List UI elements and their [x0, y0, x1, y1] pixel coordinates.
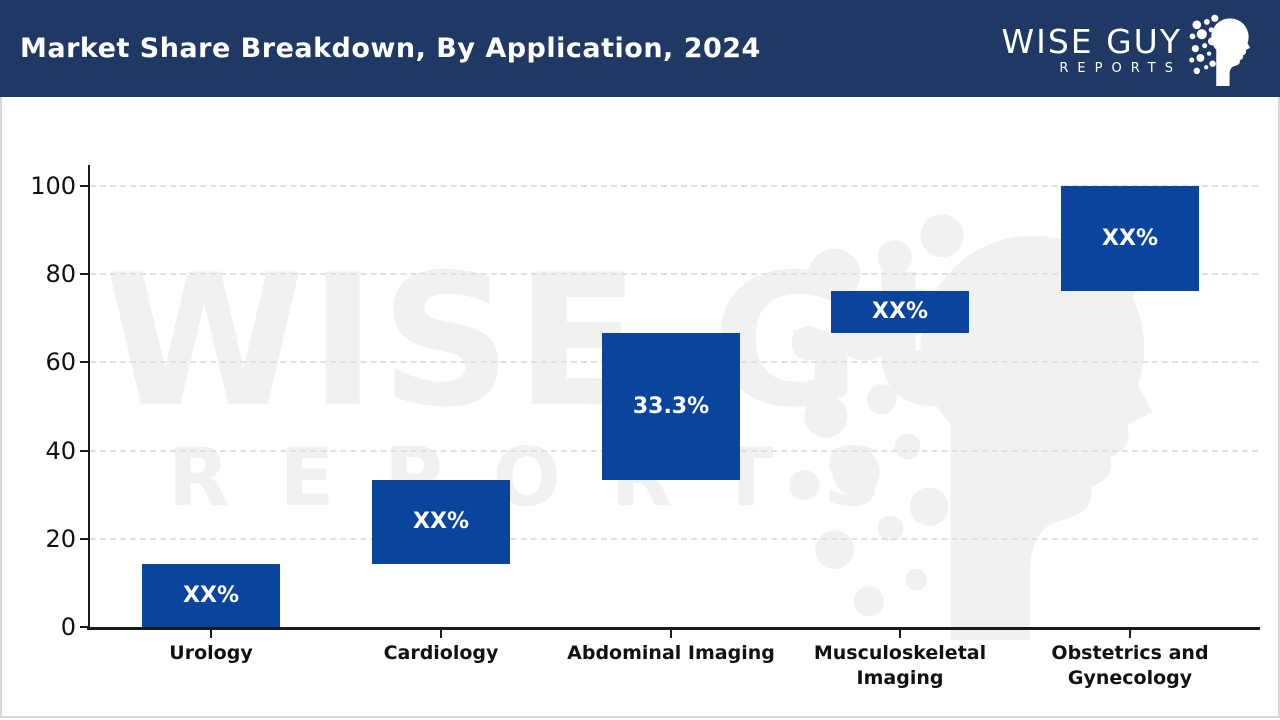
gridline-20 [90, 537, 1258, 540]
x-tick-mark [210, 630, 212, 638]
bar-abdominal-imaging: 33.3% [602, 333, 740, 481]
y-tick-label: 0 [60, 613, 76, 641]
y-tick-label: 80 [45, 260, 76, 289]
x-tick-label: Abdominal Imaging [567, 642, 775, 664]
y-tick-mark [80, 537, 88, 540]
y-tick-mark [80, 273, 88, 276]
logo-line1: WISE GUY [1001, 22, 1182, 61]
wiseguy-logo: WISE GUY REPORTS [1001, 10, 1258, 90]
y-tick-mark [80, 626, 88, 628]
y-tick-label: 40 [45, 436, 76, 465]
x-tick-label: Musculoskeletal Imaging [813, 642, 987, 689]
bar-obstetrics-and-gynecology: XX% [1061, 185, 1199, 291]
header-bar: Market Share Breakdown, By Application, … [0, 0, 1280, 97]
logo-line2: REPORTS [1059, 61, 1182, 76]
y-tick-label: 20 [45, 524, 76, 553]
bar-value-label: XX% [183, 582, 239, 608]
bar-urology: XX% [142, 563, 280, 627]
y-axis-line [88, 165, 90, 630]
bar-value-label: 33.3% [632, 394, 710, 420]
x-tick-label: Obstetrics and Gynecology [1051, 642, 1209, 689]
gridline-80 [90, 273, 1258, 276]
bar-value-label: XX% [1102, 225, 1158, 251]
y-tick-mark [80, 184, 88, 187]
y-tick-label: 60 [45, 348, 76, 377]
y-tick-label: 100 [30, 171, 76, 200]
page-title: Market Share Breakdown, By Application, … [20, 33, 761, 64]
bar-musculoskeletal-imaging: XX% [831, 290, 969, 334]
x-tick-label: Urology [169, 642, 253, 664]
x-axis-line [87, 627, 1260, 630]
x-tick-mark [1129, 630, 1131, 638]
gridline-100 [90, 184, 1258, 187]
x-tick-mark [440, 630, 442, 638]
x-tick-mark [670, 630, 672, 638]
logo-wordmark: WISE GUY REPORTS [1001, 25, 1182, 75]
bar-value-label: XX% [413, 509, 469, 535]
y-tick-mark [80, 449, 88, 452]
x-tick-mark [899, 630, 901, 638]
wiseguy-head-icon [1189, 14, 1251, 86]
x-tick-label: Cardiology [383, 642, 499, 664]
bar-cardiology: XX% [372, 480, 510, 564]
y-tick-mark [80, 361, 88, 364]
bar-value-label: XX% [872, 299, 928, 325]
